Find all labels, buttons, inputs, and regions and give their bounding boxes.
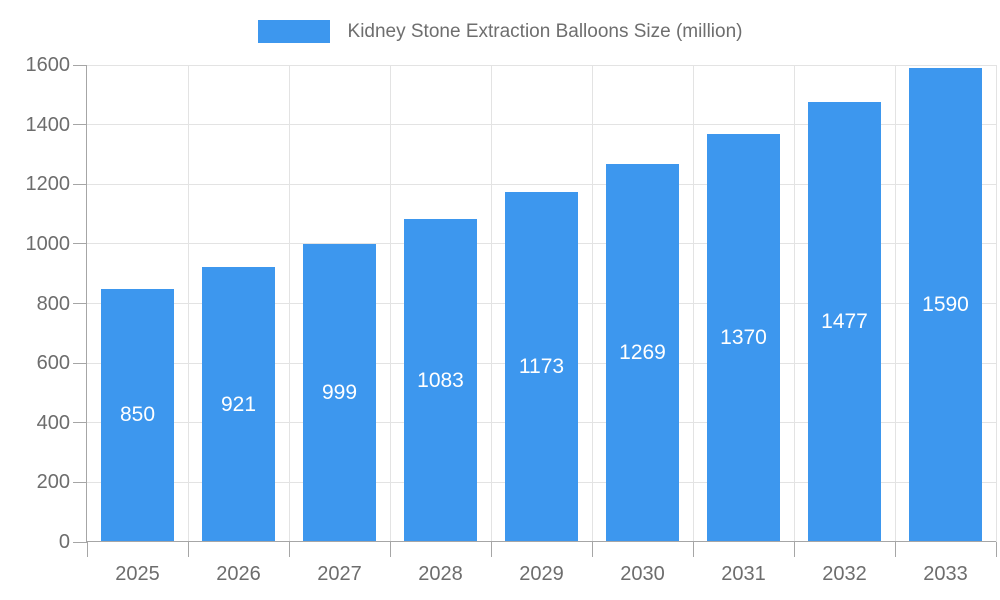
bar-value-label: 1173 <box>518 355 565 379</box>
x-axis-tick <box>995 542 997 557</box>
y-axis-tick-label: 1000 <box>25 232 71 255</box>
x-axis-tick-label: 2028 <box>418 563 463 585</box>
x-axis-tick <box>288 542 290 557</box>
y-axis-tick-label: 1400 <box>25 113 71 136</box>
x-axis-tick <box>894 542 896 557</box>
x-gridline <box>591 65 593 542</box>
x-axis-tick <box>389 542 391 557</box>
x-gridline <box>692 65 694 542</box>
x-axis-tick-label: 2033 <box>923 563 968 585</box>
bar-value-label: 1370 <box>720 325 767 349</box>
x-gridline <box>995 65 997 542</box>
bar[interactable] <box>505 192 578 542</box>
x-axis-tick-label: 2027 <box>317 563 362 585</box>
bar[interactable] <box>101 288 174 542</box>
x-gridline <box>793 65 795 542</box>
y-gridline <box>87 183 996 185</box>
bar[interactable] <box>808 101 881 542</box>
y-gridline <box>87 124 996 126</box>
y-gridline <box>87 64 996 66</box>
legend[interactable]: Kidney Stone Extraction Balloons Size (m… <box>0 20 1000 43</box>
y-axis-tick <box>73 303 87 304</box>
x-axis-tick <box>490 542 492 557</box>
legend-swatch <box>257 20 330 43</box>
x-axis-line <box>87 541 996 542</box>
x-axis-tick <box>692 542 694 557</box>
x-axis-tick-label: 2032 <box>822 563 867 585</box>
bar-value-label: 999 <box>321 381 358 405</box>
x-axis-tick <box>86 542 88 557</box>
y-axis-tick <box>73 243 87 245</box>
x-axis-tick-label: 2030 <box>620 563 665 585</box>
y-axis-tick <box>73 541 87 543</box>
y-axis-tick-label: 200 <box>36 471 70 494</box>
bar[interactable] <box>404 219 477 542</box>
x-axis-tick-label: 2026 <box>216 563 261 585</box>
y-axis-tick-label: 600 <box>36 352 70 375</box>
bar-value-label: 921 <box>220 392 257 416</box>
bar-value-label: 1083 <box>417 368 464 392</box>
y-axis-tick <box>73 183 87 185</box>
bar[interactable] <box>909 67 982 542</box>
x-axis-tick-label: 2031 <box>721 563 766 585</box>
y-axis-tick-label: 400 <box>36 411 70 434</box>
y-axis-tick <box>73 124 87 126</box>
y-axis-tick <box>73 362 87 364</box>
x-gridline <box>490 65 492 542</box>
x-gridline <box>187 65 189 542</box>
y-axis-tick-label: 0 <box>58 531 70 553</box>
x-axis-tick <box>591 542 593 557</box>
x-axis-tick-label: 2025 <box>115 563 160 585</box>
y-axis-tick <box>73 64 87 66</box>
x-axis-tick <box>187 542 189 557</box>
x-gridline <box>894 65 896 542</box>
bar-value-label: 1477 <box>821 309 868 333</box>
y-axis-line <box>86 65 87 542</box>
bar-value-label: 850 <box>119 403 156 427</box>
x-axis-tick <box>793 542 795 557</box>
legend-label: Kidney Stone Extraction Balloons Size (m… <box>347 20 743 42</box>
y-axis-tick-label: 800 <box>36 292 70 315</box>
bar[interactable] <box>707 133 780 542</box>
x-axis-tick-label: 2029 <box>519 563 564 585</box>
x-gridline <box>288 65 290 542</box>
bar-value-label: 1590 <box>922 292 969 316</box>
y-axis-tick-label: 1200 <box>25 173 71 196</box>
bar[interactable] <box>303 244 376 542</box>
bar-value-label: 1269 <box>619 340 666 364</box>
x-gridline <box>389 65 391 542</box>
bar[interactable] <box>606 163 679 542</box>
y-axis-tick <box>73 481 87 483</box>
bar[interactable] <box>202 267 275 542</box>
y-axis-tick <box>73 422 87 424</box>
y-axis-tick-label: 1600 <box>25 54 71 76</box>
